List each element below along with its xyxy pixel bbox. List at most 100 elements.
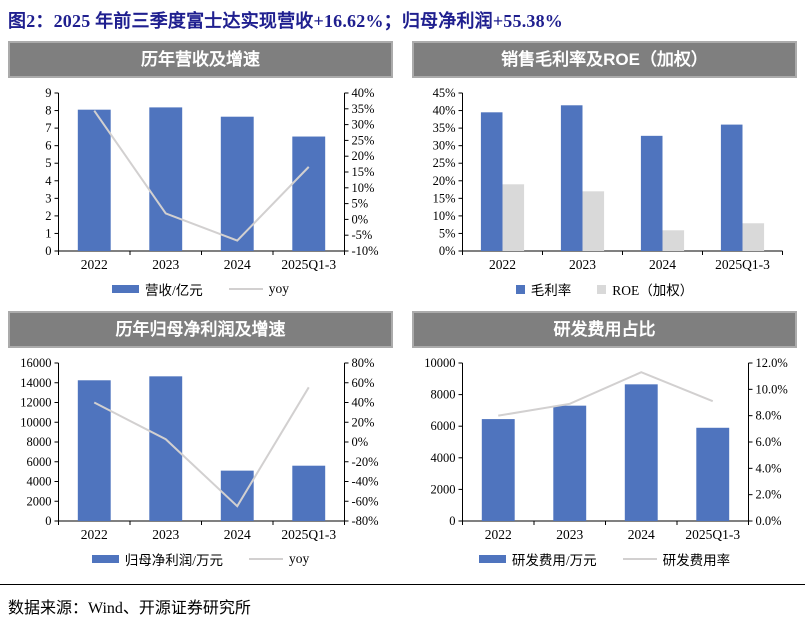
chart-margin-roe: 0% 5% 10% 15% 20% 25% 30% 35% 40% 45% 2022 2023 2024… xyxy=(433,86,783,272)
legend-item-revenue-bar: 营收/亿元 xyxy=(111,279,203,299)
chart-title-margin-roe: 销售毛利率及ROE（加权） xyxy=(412,41,797,78)
svg-text:10000: 10000 xyxy=(20,415,51,429)
svg-text:7: 7 xyxy=(45,121,51,135)
svg-text:1: 1 xyxy=(45,226,51,240)
svg-text:30%: 30% xyxy=(352,118,375,132)
svg-text:6.0%: 6.0% xyxy=(756,435,782,449)
svg-text:15%: 15% xyxy=(433,191,456,205)
svg-text:40%: 40% xyxy=(352,86,375,100)
legend-rd: 研发费用/万元 研发费用率 xyxy=(412,547,797,571)
charts-grid: 历年营收及增速 0 1 2 3 4 5 6 7 8 9 -10% -5% 0% 5% 10% 15% 20% 25… xyxy=(0,39,805,571)
svg-text:14000: 14000 xyxy=(20,376,51,390)
chart-title-revenue: 历年营收及增速 xyxy=(8,41,393,78)
svg-text:8: 8 xyxy=(45,104,51,118)
svg-text:2024: 2024 xyxy=(628,527,655,542)
legend-item-rd-bar: 研发费用/万元 xyxy=(478,549,597,569)
svg-text:-10%: -10% xyxy=(352,244,379,258)
svg-text:0%: 0% xyxy=(439,244,456,258)
svg-text:4.0%: 4.0% xyxy=(756,461,782,475)
svg-text:4000: 4000 xyxy=(431,451,456,465)
legend-label: yoy xyxy=(268,281,289,296)
chart-title-rd: 研发费用占比 xyxy=(412,311,797,348)
svg-text:2000: 2000 xyxy=(431,482,456,496)
svg-text:2025Q1-3: 2025Q1-3 xyxy=(685,527,740,542)
svg-text:3: 3 xyxy=(45,191,51,205)
svg-text:0%: 0% xyxy=(352,435,369,449)
legend-item-net-profit-bar: 归母净利润/万元 xyxy=(91,549,223,569)
legend-label: ROE（加权） xyxy=(612,283,694,298)
chart-panel-net-profit: 历年归母净利润及增速 0 2000 4000 6000 8000 10000 12000 14… xyxy=(8,311,393,571)
legend-item-net-profit-yoy: yoy xyxy=(249,551,309,567)
svg-text:2024: 2024 xyxy=(224,257,251,272)
svg-text:6000: 6000 xyxy=(27,455,52,469)
svg-text:20%: 20% xyxy=(352,415,375,429)
svg-text:-20%: -20% xyxy=(352,455,379,469)
svg-text:2023: 2023 xyxy=(152,257,179,272)
svg-text:2023: 2023 xyxy=(152,527,179,542)
svg-text:20%: 20% xyxy=(352,149,375,163)
svg-text:0%: 0% xyxy=(352,212,369,226)
svg-text:10000: 10000 xyxy=(424,356,455,370)
svg-text:-40%: -40% xyxy=(352,475,379,489)
svg-text:0: 0 xyxy=(449,514,455,528)
svg-text:2.0%: 2.0% xyxy=(756,488,782,502)
svg-text:40%: 40% xyxy=(433,104,456,118)
svg-text:12.0%: 12.0% xyxy=(756,356,788,370)
svg-text:2022: 2022 xyxy=(81,527,108,542)
svg-text:6: 6 xyxy=(45,139,51,153)
svg-text:2023: 2023 xyxy=(569,257,596,272)
svg-text:2025Q1-3: 2025Q1-3 xyxy=(715,257,770,272)
chart-title-net-profit: 历年归母净利润及增速 xyxy=(8,311,393,348)
chart-panel-rd: 研发费用占比 0 2000 4000 6000 8000 10000 0.0% 2.0% 4.0… xyxy=(412,311,797,571)
svg-text:2000: 2000 xyxy=(27,494,52,508)
svg-text:0.0%: 0.0% xyxy=(756,514,782,528)
svg-text:2022: 2022 xyxy=(489,257,516,272)
svg-text:25%: 25% xyxy=(433,156,456,170)
svg-text:2: 2 xyxy=(45,209,51,223)
svg-text:6000: 6000 xyxy=(431,419,456,433)
chart-revenue: 0 1 2 3 4 5 6 7 8 9 -10% -5% 0%5% 10% 15% 20% 25%30% 35% 4… xyxy=(45,86,379,272)
figure-title: 图2：2025 年前三季度富士达实现营收+16.62%；归母净利润+55.38% xyxy=(8,11,564,31)
svg-text:2022: 2022 xyxy=(81,257,108,272)
legend-margin-roe: 毛利率 ROE（加权） xyxy=(412,277,797,301)
svg-text:8.0%: 8.0% xyxy=(756,409,782,423)
svg-text:40%: 40% xyxy=(352,396,375,410)
legend-item-margin: 毛利率 xyxy=(515,279,571,299)
svg-text:80%: 80% xyxy=(352,356,375,370)
svg-text:12000: 12000 xyxy=(20,396,51,410)
bar-swatch-icon xyxy=(515,284,525,294)
svg-text:20%: 20% xyxy=(433,174,456,188)
svg-text:10.0%: 10.0% xyxy=(756,382,788,396)
svg-text:45%: 45% xyxy=(433,86,456,100)
svg-text:2025Q1-3: 2025Q1-3 xyxy=(281,257,336,272)
chart-panel-margin-roe: 销售毛利率及ROE（加权） 0% 5% 10% 15% 20% 25% 30% 35% 40% 4… xyxy=(412,41,797,301)
svg-text:16000: 16000 xyxy=(20,356,51,370)
bar-swatch-icon xyxy=(478,555,506,563)
svg-text:60%: 60% xyxy=(352,376,375,390)
svg-text:10%: 10% xyxy=(352,181,375,195)
svg-text:2022: 2022 xyxy=(485,527,512,542)
svg-text:30%: 30% xyxy=(433,139,456,153)
svg-text:0: 0 xyxy=(45,244,51,258)
svg-text:9: 9 xyxy=(45,86,51,100)
svg-text:2023: 2023 xyxy=(556,527,583,542)
svg-text:2025Q1-3: 2025Q1-3 xyxy=(281,527,336,542)
legend-label: 营收/亿元 xyxy=(144,283,203,298)
legend-label: yoy xyxy=(289,551,310,566)
bar-swatch-icon xyxy=(91,555,119,563)
svg-text:5: 5 xyxy=(45,156,51,170)
chart-rd: 0 2000 4000 6000 8000 10000 0.0% 2.0% 4.0% 6.0% 8.… xyxy=(424,356,788,542)
line-swatch-icon xyxy=(249,558,283,560)
svg-text:5%: 5% xyxy=(352,197,369,211)
svg-text:35%: 35% xyxy=(433,121,456,135)
svg-text:35%: 35% xyxy=(352,102,375,116)
legend-item-revenue-yoy: yoy xyxy=(228,281,289,297)
line-swatch-icon xyxy=(228,288,263,290)
svg-text:0: 0 xyxy=(45,514,51,528)
svg-text:25%: 25% xyxy=(352,133,375,147)
legend-label: 研发费用/万元 xyxy=(511,553,597,568)
chart-panel-revenue: 历年营收及增速 0 1 2 3 4 5 6 7 8 9 -10% -5% 0% 5% 10% 15% 20% 25… xyxy=(8,41,393,301)
bar-swatch-icon xyxy=(111,285,139,293)
legend-label: 归母净利润/万元 xyxy=(124,553,223,568)
